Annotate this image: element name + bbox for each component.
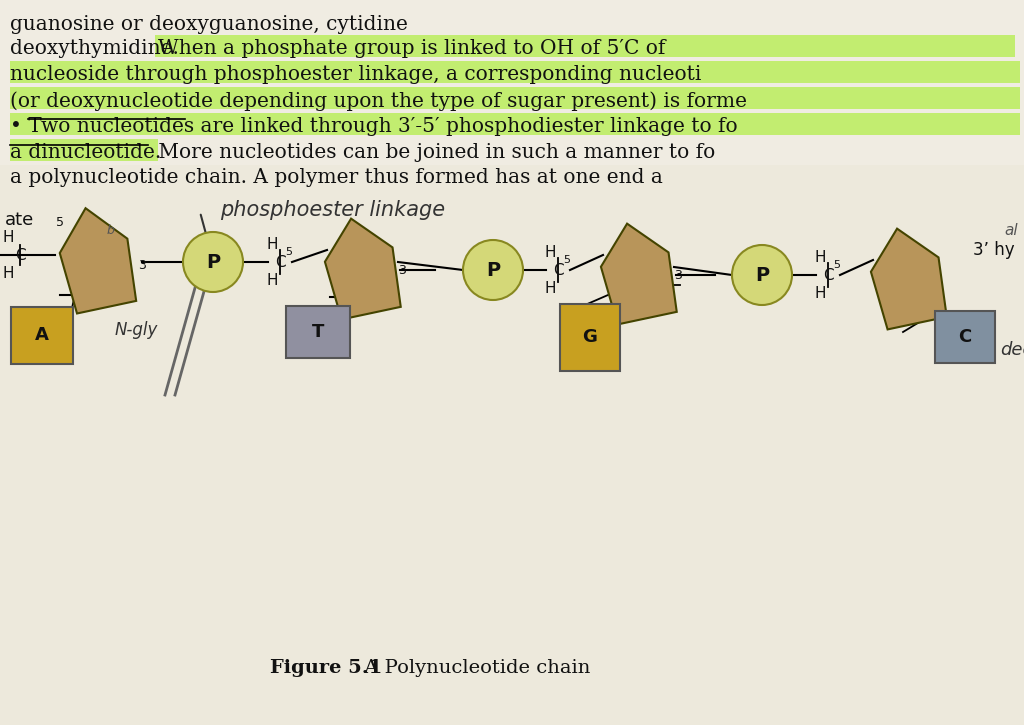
Circle shape [732,245,792,305]
Text: H: H [266,236,278,252]
Text: H: H [544,281,556,296]
Circle shape [183,232,243,292]
Text: P: P [755,265,769,284]
FancyBboxPatch shape [10,113,1020,135]
Text: More nucleotides can be joined in such a manner to fo: More nucleotides can be joined in such a… [152,143,715,162]
Text: deoxythymidine.: deoxythymidine. [10,39,179,58]
Text: A: A [35,326,49,344]
Text: C: C [822,268,834,283]
Text: C: C [553,262,563,278]
Text: Figure 5.1: Figure 5.1 [270,659,382,677]
FancyBboxPatch shape [10,61,1020,83]
Text: 3: 3 [674,268,682,281]
FancyBboxPatch shape [155,35,1015,57]
Circle shape [463,240,523,300]
Text: 5: 5 [286,247,293,257]
Text: (or deoxynucleotide depending upon the type of sugar present) is forme: (or deoxynucleotide depending upon the t… [10,91,746,111]
Polygon shape [59,208,136,313]
Text: H: H [2,265,13,281]
FancyBboxPatch shape [11,307,73,363]
FancyBboxPatch shape [10,139,158,161]
Text: G: G [583,328,597,346]
Bar [0,0,1024,165]
Text: 5: 5 [834,260,841,270]
Text: P: P [206,252,220,271]
Text: b: b [106,223,114,236]
Text: 3’ hy: 3’ hy [974,241,1015,259]
Text: H: H [814,249,825,265]
Text: T: T [312,323,325,341]
FancyBboxPatch shape [935,311,995,363]
Text: 3: 3 [138,259,146,271]
Text: H: H [2,230,13,244]
Text: 5: 5 [563,255,570,265]
Text: When a phosphate group is linked to OH of 5′C of: When a phosphate group is linked to OH o… [158,39,666,58]
Text: deox: deox [1000,341,1024,359]
Text: A Polynucleotide chain: A Polynucleotide chain [358,659,591,677]
Text: ate: ate [5,211,34,229]
Polygon shape [325,219,400,320]
Text: al: al [1005,223,1018,238]
FancyBboxPatch shape [286,306,350,358]
Polygon shape [601,223,677,324]
Text: P: P [486,260,500,280]
FancyBboxPatch shape [560,304,620,370]
Text: a polynucleotide chain. A polymer thus formed has at one end a: a polynucleotide chain. A polymer thus f… [10,168,663,187]
Text: 3: 3 [398,263,406,276]
Text: nucleoside through phosphoester linkage, a corresponding nucleoti: nucleoside through phosphoester linkage,… [10,65,701,84]
Text: N-gly: N-gly [115,321,159,339]
Text: C: C [958,328,972,346]
Text: H: H [266,273,278,288]
Text: H: H [814,286,825,300]
Text: 5: 5 [56,215,63,228]
Text: C: C [274,254,286,270]
Text: phosphoester linkage: phosphoester linkage [220,200,445,220]
Polygon shape [871,228,947,329]
Text: H: H [544,244,556,260]
Text: C: C [14,247,26,262]
FancyBboxPatch shape [10,87,1020,109]
Text: • Two nucleotides are linked through 3′-5′ phosphodiester linkage to fo: • Two nucleotides are linked through 3′-… [10,117,737,136]
Text: guanosine or deoxyguanosine, cytidine: guanosine or deoxyguanosine, cytidine [10,15,408,34]
Text: a dinucleotide.: a dinucleotide. [10,143,161,162]
